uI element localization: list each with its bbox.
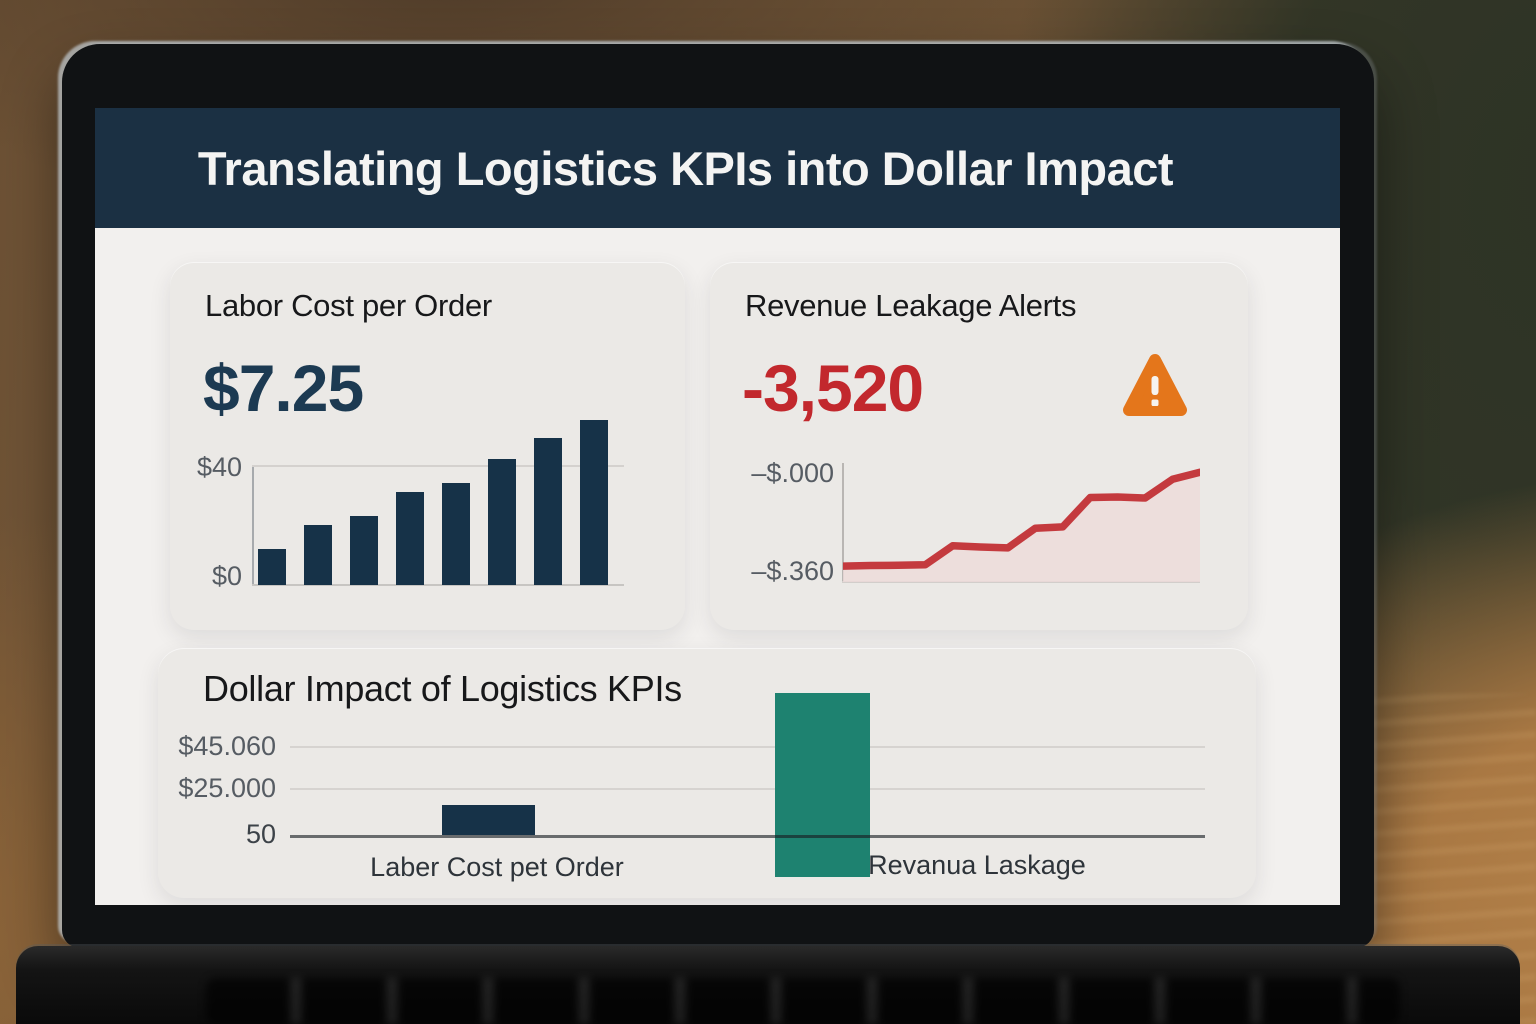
y-tick-0: $0 — [211, 561, 242, 591]
x-label-labor: Laber Cost pet Order — [370, 852, 624, 882]
bar — [580, 420, 608, 585]
impact-chart-title: Dollar Impact of Logistics KPIs — [203, 668, 682, 709]
keyboard-keys — [206, 978, 1400, 1024]
trend-line — [843, 468, 1200, 570]
gridline-45060 — [290, 746, 1205, 748]
bar — [396, 492, 424, 585]
bar-labor — [442, 805, 535, 835]
bar — [488, 459, 516, 585]
y-tick-40: $40 — [196, 452, 242, 482]
page-title: Translating Logistics KPIs into Dollar I… — [197, 141, 1174, 195]
y-axis-line — [842, 463, 844, 582]
revenue-line-svg — [843, 468, 1200, 582]
baseline — [842, 581, 1200, 583]
revenue-kpi-value: -3,520 — [742, 351, 924, 425]
y-tick-50: 50 — [245, 819, 276, 849]
labor-bars — [258, 420, 624, 585]
laptop-screen-bezel: Translating Logistics KPIs into Dollar I… — [62, 44, 1374, 948]
labor-cost-card: Labor Cost per Order $7.25 $40 $0 — [170, 262, 685, 630]
gridline-40 — [252, 465, 624, 467]
y-tick-zero: –$.000 — [751, 458, 834, 488]
bar — [258, 549, 286, 585]
gridline-25000 — [290, 788, 1205, 790]
y-tick-45060: $45.060 — [178, 731, 276, 761]
dollar-impact-card: Dollar Impact of Logistics KPIs $45.060 … — [158, 648, 1256, 898]
revenue-card-title: Revenue Leakage Alerts — [745, 288, 1077, 323]
baseline-0 — [252, 584, 624, 586]
impact-bars — [158, 648, 1256, 898]
labor-card-title: Labor Cost per Order — [205, 288, 492, 323]
warning-triangle-icon — [1123, 354, 1187, 416]
bar — [442, 483, 470, 585]
bar — [304, 525, 332, 585]
laptop-keyboard-deck — [16, 946, 1520, 1024]
bar — [350, 516, 378, 585]
x-label-revenue: Revanua Laskage — [868, 850, 1086, 880]
labor-kpi-value: $7.25 — [203, 351, 364, 425]
bar — [534, 438, 562, 585]
bar-revenue — [775, 692, 870, 877]
y-axis-line — [252, 465, 254, 586]
baseline-50 — [290, 835, 1205, 838]
y-tick-25000: $25.000 — [178, 773, 276, 803]
dashboard-header: Translating Logistics KPIs into Dollar I… — [95, 108, 1340, 228]
revenue-leakage-card: Revenue Leakage Alerts -3,520 –$.000 –$.… — [710, 262, 1248, 630]
y-tick-min360: –$.360 — [751, 556, 834, 586]
dashboard-screen: Translating Logistics KPIs into Dollar I… — [95, 108, 1340, 905]
